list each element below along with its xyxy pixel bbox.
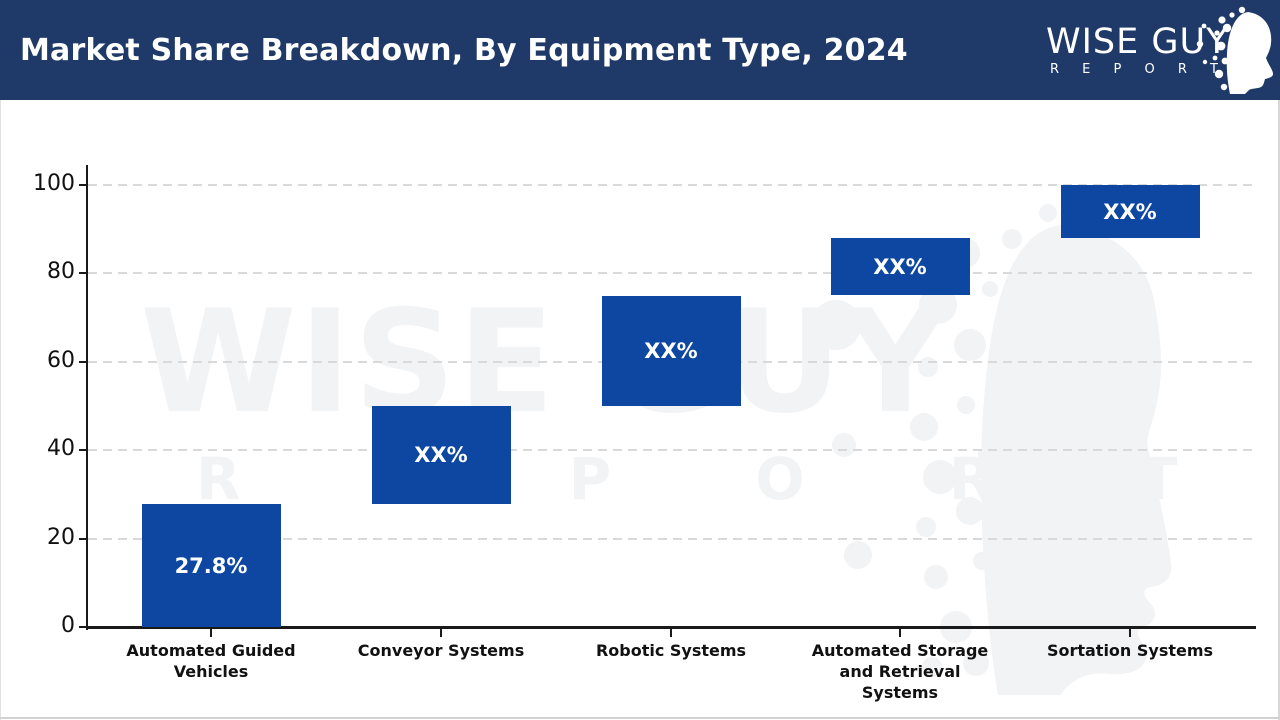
bar-value-label: XX%	[644, 338, 698, 363]
logo-face-icon	[1196, 6, 1273, 94]
x-tick-label-conveyor-systems: Conveyor Systems	[357, 641, 525, 660]
chart-title: Market Share Breakdown, By Equipment Typ…	[20, 32, 908, 68]
x-tick-label-automated-guided-vehicles: Automated Guided Vehicles	[126, 641, 296, 681]
y-tick-label-20: 20	[47, 524, 75, 550]
y-tick-20	[79, 537, 87, 540]
gridline-40	[88, 449, 1255, 452]
y-tick-100	[79, 184, 87, 186]
y-tick-label-40: 40	[47, 436, 75, 462]
bar-value-label: XX%	[414, 443, 468, 468]
x-tick-conveyor-systems	[440, 629, 442, 637]
y-tick-80	[79, 272, 87, 275]
page-edge-bottom	[0, 717, 1280, 719]
logo-text-reports: R E P O R T S	[1050, 62, 1259, 77]
bar-conveyor-systems: XX%	[371, 406, 511, 505]
bar-robotic-systems: XX%	[601, 295, 741, 406]
x-axis-line	[86, 626, 1256, 629]
bar-value-label: 27.8%	[174, 553, 248, 578]
y-tick-label-100: 100	[33, 171, 75, 196]
y-tick-label-0: 0	[61, 613, 75, 638]
page-edge-right	[1278, 100, 1280, 720]
y-axis-line	[86, 165, 88, 630]
x-tick-automated-guided-vehicles	[210, 629, 212, 637]
x-tick-label-automated-storage-and-retrieval-systems: Automated Storage and Retrieval Systems	[811, 641, 989, 702]
page-edge-left	[0, 100, 1, 720]
x-tick-sortation-systems	[1129, 629, 1131, 637]
gridline-20	[88, 537, 1255, 540]
y-tick-label-60: 60	[47, 347, 75, 373]
bar-value-label: XX%	[873, 254, 927, 279]
bar-sortation-systems: XX%	[1060, 185, 1200, 239]
x-tick-automated-storage-and-retrieval-systems	[899, 629, 901, 637]
bar-automated-storage-and-retrieval-systems: XX%	[830, 238, 970, 296]
y-tick-label-80: 80	[47, 259, 75, 285]
bar-value-label: XX%	[1103, 199, 1157, 224]
logo-text-wiseguy: WISE GUY	[1046, 22, 1229, 62]
x-tick-robotic-systems	[670, 629, 672, 637]
wiseguy-logo: WISE GUY R E P O R T S	[1036, 0, 1280, 100]
x-tick-label-robotic-systems: Robotic Systems	[595, 641, 747, 660]
x-tick-label-sortation-systems: Sortation Systems	[1046, 641, 1214, 660]
bar-automated-guided-vehicles: 27.8%	[141, 504, 281, 627]
y-tick-60	[79, 360, 87, 363]
y-tick-0	[79, 626, 87, 628]
header-band: Market Share Breakdown, By Equipment Typ…	[0, 0, 1280, 100]
gridline-80	[88, 272, 1255, 275]
y-tick-40	[79, 449, 87, 452]
gridline-100	[88, 184, 1255, 186]
